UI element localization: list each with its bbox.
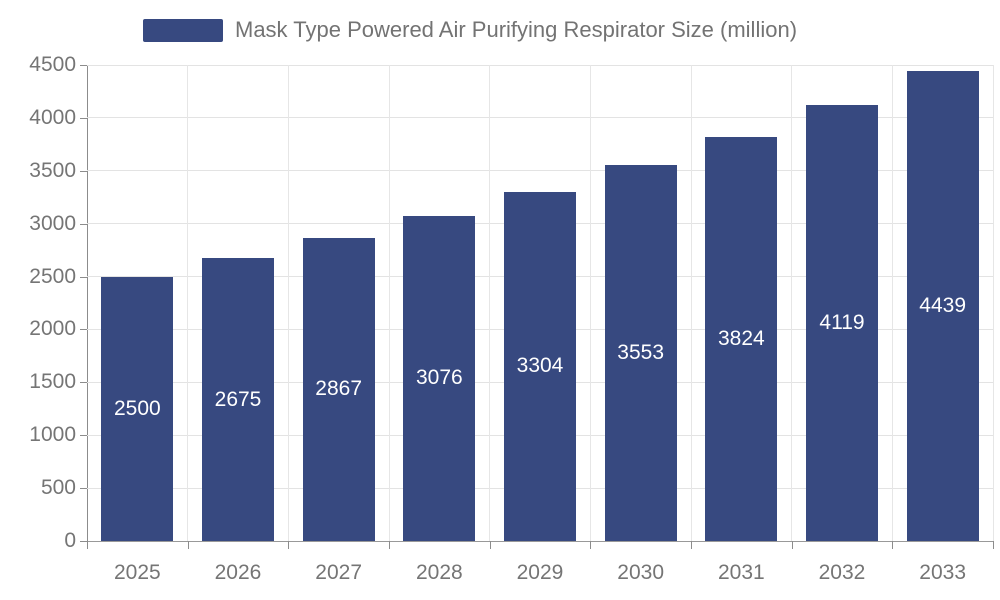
gridline-vertical [489,65,491,541]
y-tick-label: 4500 [29,53,76,76]
x-tick-mark [691,541,692,549]
legend-label: Mask Type Powered Air Purifying Respirat… [235,17,798,42]
gridline-horizontal [87,170,993,172]
bar-value-label: 2675 [214,387,262,411]
gridline-vertical [187,65,189,541]
gridline-vertical [791,65,793,541]
x-tick-mark [993,541,994,549]
x-tick-label: 2030 [617,561,665,584]
x-tick-label: 2025 [113,561,161,584]
y-tick-label: 3500 [29,158,76,182]
x-tick-label: 2026 [214,561,262,584]
x-tick-mark [590,541,592,549]
bar [906,71,979,541]
y-tick-label: 500 [40,476,76,500]
x-axis-line [87,541,993,542]
x-tick-label: 2027 [315,561,363,584]
bar-value-label: 2500 [113,396,161,420]
bar-value-label: 4439 [919,294,967,318]
gridline-vertical [992,65,994,541]
gridline-vertical [589,65,591,541]
gridline-horizontal [87,117,993,119]
bar-value-label: 3553 [617,341,665,365]
y-tick-label: 4000 [29,105,76,129]
bar-value-label: 4119 [819,311,865,335]
y-tick-label: 1500 [29,370,76,394]
bar-value-label: 3076 [415,366,463,390]
x-tick-mark [791,541,793,549]
bar-value-label: 3824 [717,326,765,350]
gridline-vertical [287,65,289,541]
y-tick-mark [80,223,87,225]
gridline-horizontal [87,64,993,66]
bar [101,276,174,541]
plot-area: 2500 2675 2867 3076 3304 3553 3824 4119 4439 [87,64,994,541]
legend[interactable]: Mask Type Powered Air Purifying Respirat… [143,17,797,43]
y-tick-label: 1000 [29,423,76,447]
bar [705,136,778,541]
y-tick-mark [80,382,87,384]
y-tick-mark [80,65,87,66]
y-axis-line [87,65,88,541]
y-tick-mark [80,117,87,119]
y-tick-mark [80,541,87,542]
bar-value-label: 2867 [315,377,363,401]
x-tick-mark [389,541,390,549]
x-tick-label: 2031 [717,561,765,584]
y-tick-mark [80,170,87,172]
gridline-vertical [891,65,893,541]
bar-value-label: 3304 [516,354,564,378]
bar [202,258,274,541]
x-tick-mark [288,541,290,549]
x-tick-mark [187,541,189,549]
y-tick-label: 2500 [29,264,76,288]
bar [302,237,375,541]
y-tick-label: 0 [64,529,76,552]
legend-swatch-icon [143,18,223,42]
x-tick-mark [489,541,491,549]
y-tick-mark [80,329,87,331]
bar [403,215,476,541]
x-tick-label: 2028 [415,561,463,584]
gridline-vertical [388,65,390,541]
y-tick-mark [80,276,87,278]
x-tick-label: 2029 [516,561,564,584]
y-tick-label: 3000 [29,211,76,235]
bar [806,105,878,541]
gridline-vertical [690,65,692,541]
y-tick-mark [80,488,87,490]
x-tick-mark [892,541,894,549]
y-tick-label: 2000 [29,317,76,341]
x-tick-label: 2033 [919,561,967,584]
x-tick-label: 2032 [818,561,866,584]
bar [504,191,576,541]
bar [604,165,677,541]
y-tick-mark [80,435,87,437]
x-tick-mark [87,541,88,549]
